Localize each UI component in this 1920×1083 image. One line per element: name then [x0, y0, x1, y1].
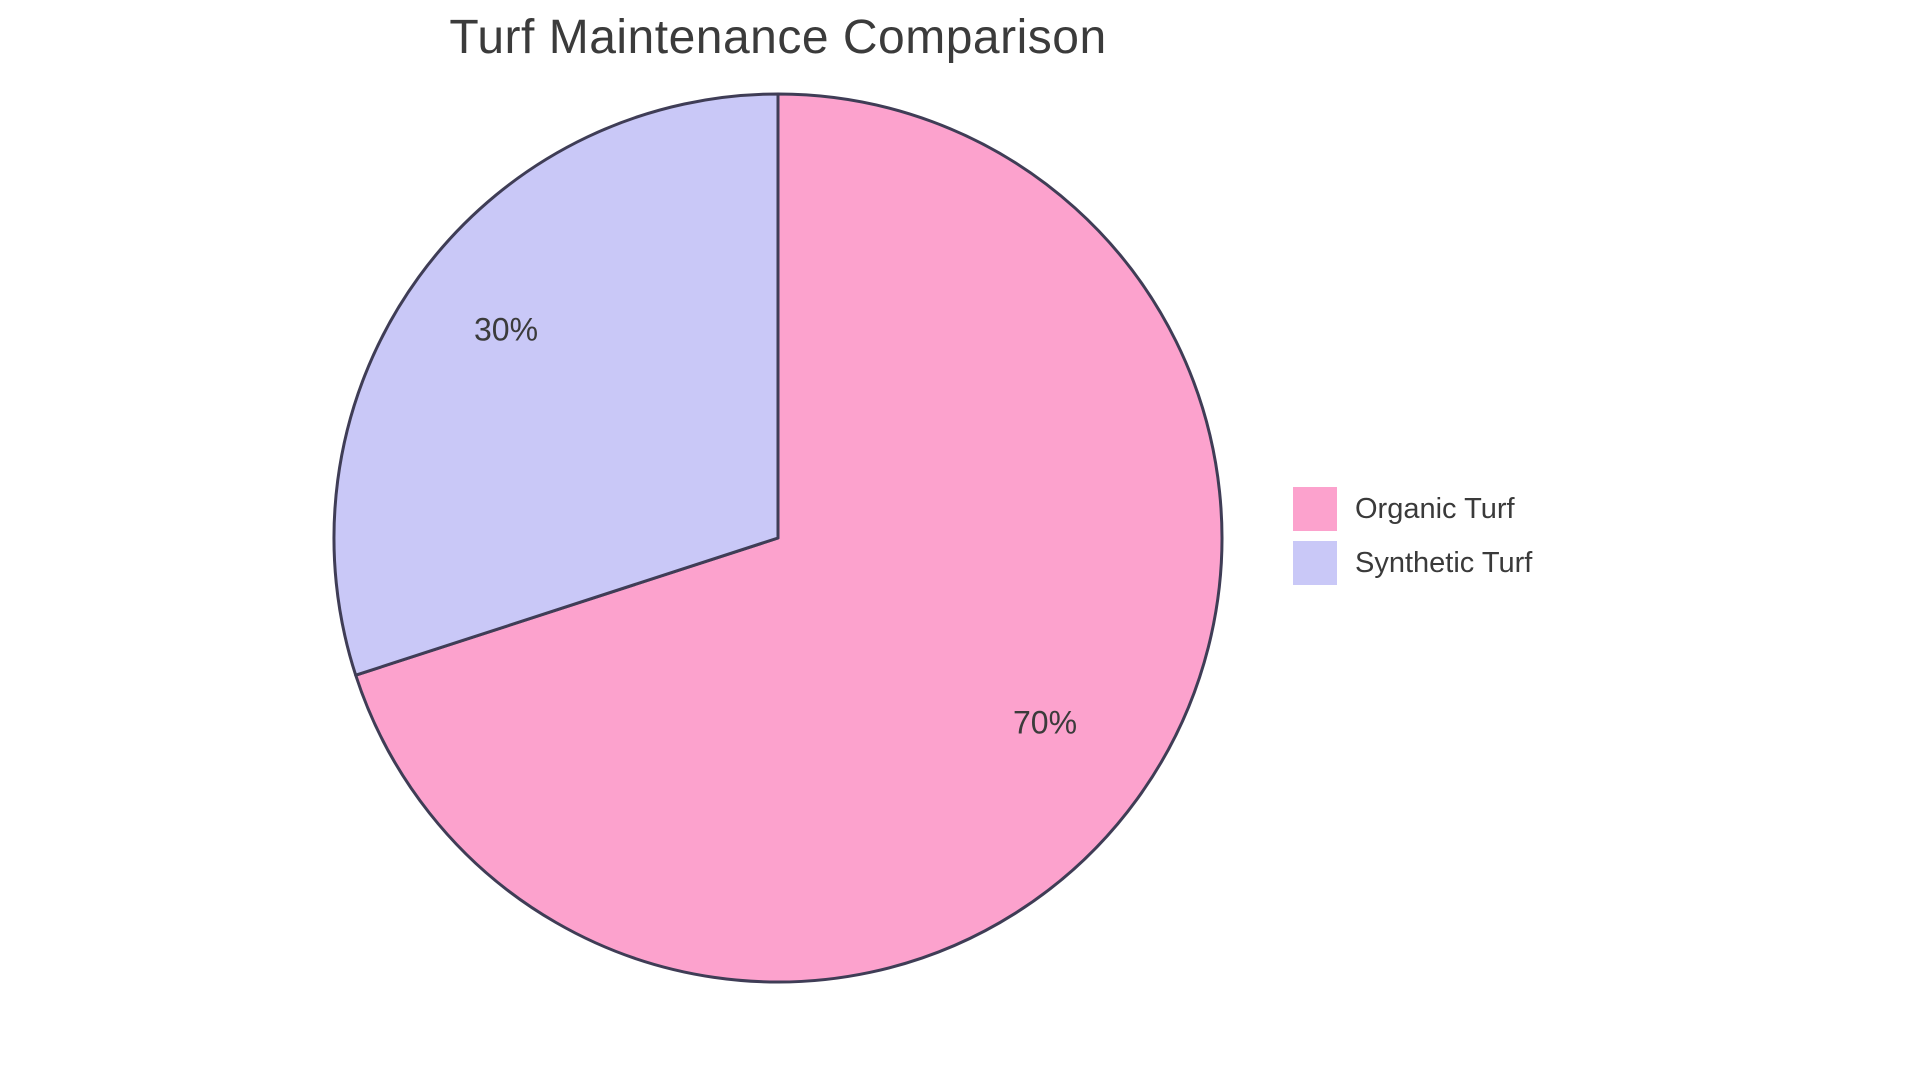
legend-item-synthetic-turf: Synthetic Turf: [1293, 541, 1532, 585]
legend-swatch-organic-turf: [1293, 487, 1337, 531]
pie-slice-synthetic-turf: [332, 92, 780, 677]
legend-label-organic-turf: Organic Turf: [1355, 492, 1515, 525]
pie-slice-organic-turf: [354, 92, 1224, 984]
legend-item-organic-turf: Organic Turf: [1293, 487, 1532, 531]
legend-swatch-synthetic-turf: [1293, 541, 1337, 585]
slice-label-synthetic-turf: 30%: [473, 311, 539, 348]
legend: Organic Turf Synthetic Turf: [1293, 487, 1532, 585]
chart-title: Turf Maintenance Comparison: [449, 11, 1107, 64]
legend-label-synthetic-turf: Synthetic Turf: [1355, 546, 1533, 579]
pie-slices: [332, 92, 1224, 984]
slice-label-organic-turf: 70%: [1012, 704, 1078, 741]
